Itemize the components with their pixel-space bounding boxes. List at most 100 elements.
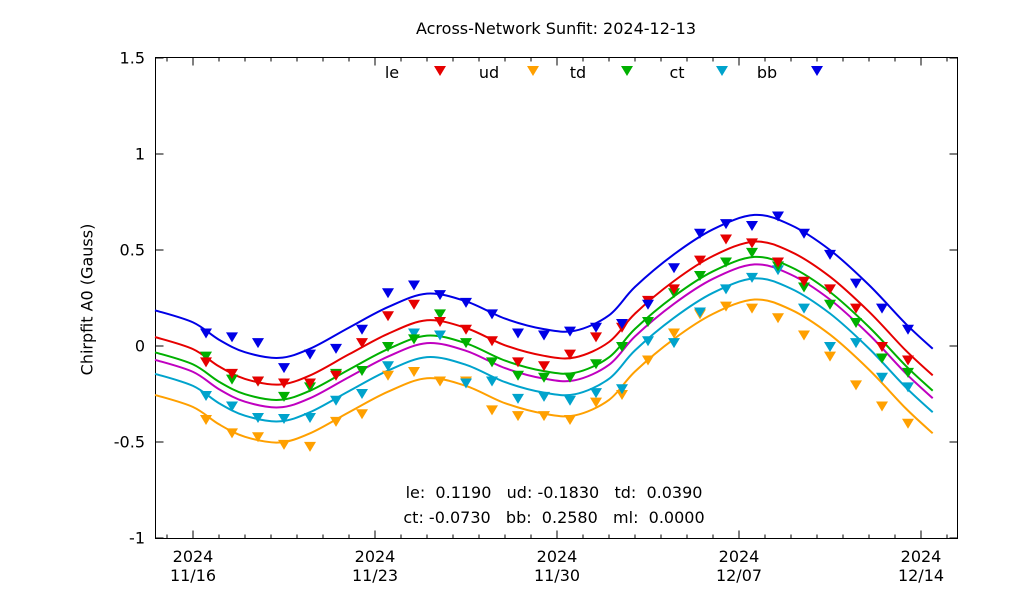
marker-le: [590, 332, 602, 343]
marker-ud: [564, 414, 576, 425]
marker-ud: [226, 428, 238, 439]
marker-ud: [824, 351, 836, 362]
marker-ct: [564, 395, 576, 406]
y-tick-label: -0.5: [114, 433, 145, 452]
marker-td: [200, 351, 212, 362]
marker-bb: [642, 299, 654, 310]
legend-label-le: le: [384, 63, 400, 82]
y-tick-label: 0: [135, 337, 145, 356]
marker-bb: [330, 343, 342, 354]
curve-le: [154, 240, 934, 386]
marker-le: [902, 355, 914, 366]
x-tick-label-year: 2024: [355, 547, 396, 566]
marker-ud: [512, 411, 524, 422]
marker-le: [512, 357, 524, 368]
marker-td: [694, 270, 706, 281]
marker-ct: [642, 336, 654, 347]
x-tick-label-year: 2024: [537, 547, 578, 566]
marker-bb: [434, 290, 446, 301]
marker-ct: [382, 361, 394, 372]
marker-ud: [408, 366, 420, 377]
marker-bb: [408, 280, 420, 291]
marker-ud: [798, 330, 810, 341]
marker-ud: [668, 328, 680, 339]
marker-bb: [798, 228, 810, 239]
marker-bb: [356, 324, 368, 335]
marker-td: [720, 257, 732, 268]
marker-ct: [694, 307, 706, 318]
marker-le: [330, 370, 342, 381]
marker-ct: [304, 413, 316, 424]
marker-ct: [226, 401, 238, 412]
marker-ud: [850, 380, 862, 391]
x-tick-label-date: 11/16: [170, 566, 216, 585]
marker-ct: [434, 330, 446, 341]
marker-le: [694, 255, 706, 266]
marker-bb: [772, 211, 784, 222]
marker-le: [486, 336, 498, 347]
marker-td: [850, 318, 862, 328]
marker-le: [772, 257, 784, 268]
marker-td: [408, 334, 420, 345]
marker-td: [278, 391, 290, 402]
marker-bb: [538, 330, 550, 341]
marker-ct: [460, 378, 472, 389]
marker-ud: [304, 441, 316, 452]
x-tick-label-year: 2024: [719, 547, 760, 566]
marker-td: [564, 372, 576, 383]
marker-le: [720, 234, 732, 245]
y-tick-label: 1.5: [120, 49, 145, 68]
marker-bb: [278, 363, 290, 374]
marker-ct: [408, 328, 420, 339]
marker-le: [304, 378, 316, 389]
y-tick-label: 0.5: [120, 241, 145, 260]
marker-ud: [720, 301, 732, 312]
marker-ud: [330, 416, 342, 427]
marker-le: [434, 317, 446, 328]
marker-td: [460, 338, 472, 349]
marker-le: [356, 338, 368, 349]
marker-ct: [486, 376, 498, 387]
marker-td: [382, 342, 394, 352]
marker-le: [798, 276, 810, 287]
y-tick-label: -1: [129, 529, 145, 548]
marker-td: [538, 372, 550, 383]
marker-ud: [902, 418, 914, 429]
x-tick-label-year: 2024: [173, 547, 214, 566]
marker-td: [590, 359, 602, 370]
legend-triangle-down-icon-ct: [716, 66, 728, 76]
marker-le: [564, 349, 576, 360]
marker-le: [460, 324, 472, 335]
marker-bb: [200, 328, 212, 339]
marker-td: [876, 353, 888, 364]
marker-ct: [720, 284, 732, 295]
marker-bb: [252, 338, 264, 349]
marker-ud: [616, 390, 628, 400]
marker-ct: [824, 342, 836, 352]
x-tick-label-date: 12/07: [716, 566, 762, 585]
legend-label-bb: bb: [756, 63, 778, 82]
marker-td: [798, 282, 810, 293]
marker-ud: [278, 439, 290, 450]
marker-bb: [564, 326, 576, 337]
marker-ct: [330, 395, 342, 406]
marker-ud: [876, 401, 888, 412]
marker-le: [408, 299, 420, 310]
marker-bb: [486, 309, 498, 320]
marker-ud: [772, 313, 784, 324]
chart-title: Across-Network Sunfit: 2024-12-13: [415, 19, 697, 38]
legend-label-ud: ud: [478, 63, 500, 82]
marker-bb: [460, 297, 472, 308]
marker-ct: [200, 390, 212, 401]
marker-ct: [668, 338, 680, 349]
marker-td: [616, 342, 628, 352]
marker-bb: [616, 318, 628, 329]
marker-td: [434, 309, 446, 320]
marker-ud: [382, 370, 394, 381]
marker-td: [512, 370, 524, 381]
marker-ud: [486, 405, 498, 416]
marker-ud: [746, 303, 758, 314]
x-tick-label-date: 11/23: [352, 566, 398, 585]
